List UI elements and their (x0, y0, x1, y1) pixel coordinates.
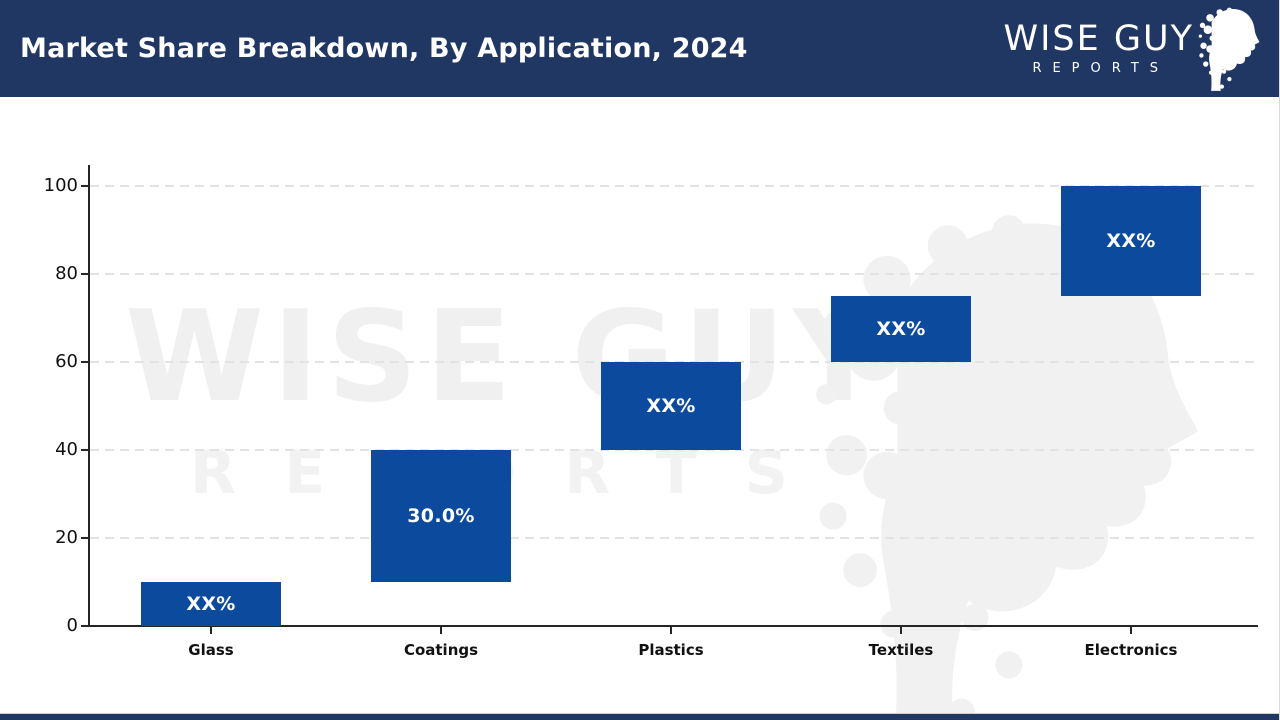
x-tick-mark (210, 627, 212, 634)
bar-coatings: 30.0% (371, 450, 511, 582)
gridline-20 (90, 537, 1256, 539)
logo-word-wiseguy: WISE GUY (1003, 18, 1194, 59)
x-axis-label-plastics: Plastics (638, 641, 704, 659)
gridline-40 (90, 449, 1256, 451)
y-tick-label: 100 (43, 175, 78, 196)
y-tick-label: 40 (55, 439, 78, 460)
x-tick-mark (900, 627, 902, 634)
x-axis-line (88, 625, 1258, 627)
y-tick-label: 60 (55, 351, 78, 372)
x-axis-label-textiles: Textiles (868, 641, 934, 659)
bar-value-label: XX% (646, 395, 696, 417)
y-tick-label: 80 (55, 263, 78, 284)
bar-value-label: XX% (1106, 230, 1156, 252)
chart-title: Market Share Breakdown, By Application, … (20, 33, 748, 64)
x-axis-label-glass: Glass (188, 641, 234, 659)
y-tick-mark (81, 625, 89, 627)
x-tick-mark (670, 627, 672, 634)
bar-value-label: XX% (876, 318, 926, 340)
bar-electronics: XX% (1061, 186, 1201, 296)
y-tick-mark (81, 449, 89, 451)
x-tick-mark (1130, 627, 1132, 634)
watermark-wordmark: WISE GUY (125, 283, 893, 430)
y-tick-mark (81, 537, 89, 539)
header-bar: Market Share Breakdown, By Application, … (0, 0, 1279, 97)
gridline-80 (90, 273, 1256, 275)
logo-word-reports: REPORTS (1032, 60, 1170, 76)
y-tick-label: 20 (55, 527, 78, 548)
footer-bar (0, 713, 1279, 720)
y-axis-line (88, 165, 90, 627)
y-tick-mark (81, 361, 89, 363)
logo-wordmark: WISE GUY REPORTS (1003, 18, 1194, 76)
y-tick-label: 0 (66, 615, 78, 636)
bar-plastics: XX% (601, 362, 741, 450)
bar-value-label: XX% (186, 593, 236, 615)
x-tick-mark (440, 627, 442, 634)
x-axis-label-coatings: Coatings (403, 641, 479, 659)
bar-textiles: XX% (831, 296, 971, 362)
gridline-100 (90, 185, 1256, 187)
logo-face-icon (1198, 7, 1260, 91)
bar-glass: XX% (141, 582, 281, 626)
y-tick-mark (81, 273, 89, 275)
bar-value-label: 30.0% (407, 505, 475, 527)
wiseguy-logo: WISE GUY REPORTS (1003, 6, 1266, 92)
y-tick-mark (81, 185, 89, 187)
x-axis-label-electronics: Electronics (1084, 641, 1178, 659)
